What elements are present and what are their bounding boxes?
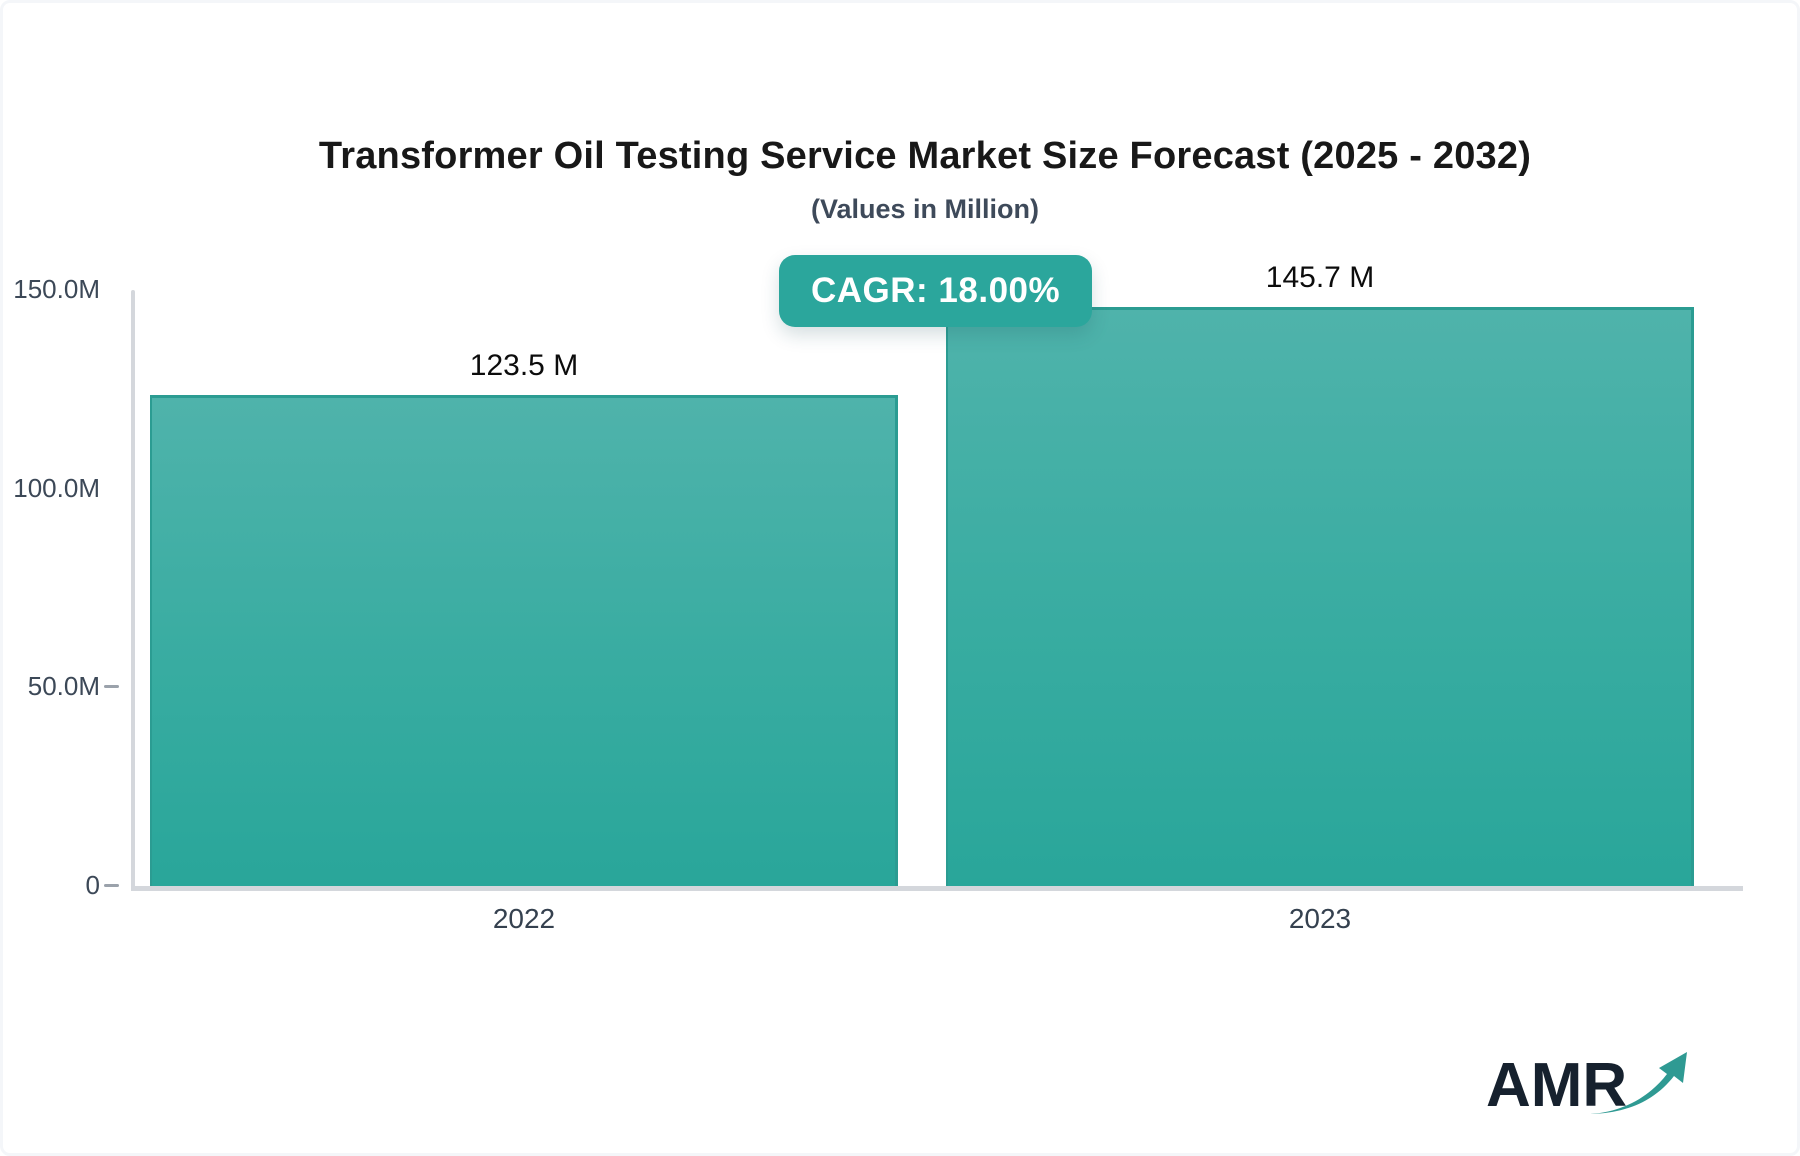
x-axis-category-label: 2022 bbox=[492, 903, 556, 934]
y-tick-label: 0 bbox=[85, 870, 100, 900]
y-tick-mark bbox=[104, 685, 119, 689]
y-tick-label: 50.0M bbox=[27, 671, 100, 702]
amr-logo-graphic: AMR bbox=[1486, 1051, 1687, 1120]
bar-value-label: 123.5 M bbox=[469, 349, 579, 383]
x-axis-line bbox=[131, 886, 1743, 891]
bar-2022 bbox=[150, 395, 898, 886]
bar-2023 bbox=[946, 307, 1694, 886]
y-tick-label: 150.0M bbox=[13, 274, 100, 304]
y-tick-label: 100.0M bbox=[13, 472, 100, 503]
amr-logo: AMR bbox=[1484, 1038, 1714, 1130]
x-axis-category-label: 2023 bbox=[1288, 903, 1352, 934]
chart-title: Transformer Oil Testing Service Market S… bbox=[318, 135, 1532, 178]
cagr-badge: CAGR: 18.00% bbox=[779, 255, 1093, 327]
growth-arrow-icon bbox=[1590, 1052, 1687, 1114]
y-tick-mark bbox=[104, 884, 119, 887]
amr-logo-text: AMR bbox=[1486, 1051, 1627, 1120]
bar-value-label: 145.7 M bbox=[1265, 261, 1375, 295]
y-axis-line bbox=[131, 290, 135, 890]
chart-subtitle: (Values in Million) bbox=[810, 194, 1040, 225]
